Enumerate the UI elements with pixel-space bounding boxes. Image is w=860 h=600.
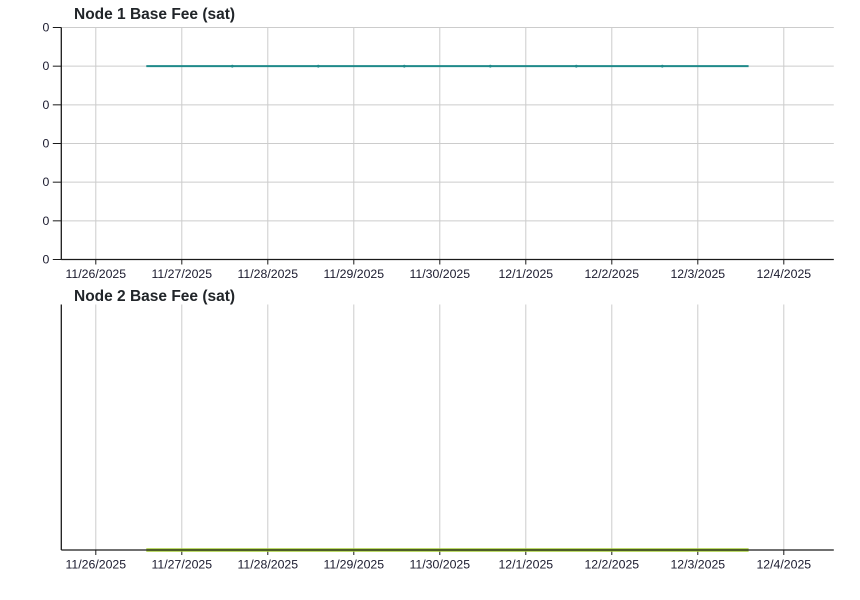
svg-text:0: 0 bbox=[42, 98, 49, 112]
svg-text:12/3/2025: 12/3/2025 bbox=[670, 558, 725, 572]
svg-text:11/26/2025: 11/26/2025 bbox=[65, 267, 126, 281]
svg-text:0: 0 bbox=[42, 175, 49, 189]
svg-text:12/4/2025: 12/4/2025 bbox=[756, 267, 811, 281]
svg-text:0: 0 bbox=[42, 21, 49, 35]
svg-text:0: 0 bbox=[42, 214, 49, 228]
svg-text:11/29/2025: 11/29/2025 bbox=[323, 267, 384, 281]
svg-text:12/2/2025: 12/2/2025 bbox=[584, 267, 639, 281]
svg-text:11/27/2025: 11/27/2025 bbox=[151, 558, 212, 572]
svg-text:0: 0 bbox=[42, 253, 49, 267]
svg-text:11/28/2025: 11/28/2025 bbox=[237, 267, 298, 281]
svg-text:11/30/2025: 11/30/2025 bbox=[409, 267, 470, 281]
svg-text:12/4/2025: 12/4/2025 bbox=[756, 558, 811, 572]
svg-text:11/26/2025: 11/26/2025 bbox=[65, 558, 126, 572]
svg-text:11/30/2025: 11/30/2025 bbox=[409, 558, 470, 572]
svg-text:0: 0 bbox=[42, 137, 49, 151]
svg-text:11/29/2025: 11/29/2025 bbox=[323, 558, 384, 572]
svg-text:11/28/2025: 11/28/2025 bbox=[237, 558, 298, 572]
svg-text:12/3/2025: 12/3/2025 bbox=[670, 267, 725, 281]
svg-text:12/1/2025: 12/1/2025 bbox=[498, 558, 553, 572]
svg-text:0: 0 bbox=[42, 59, 49, 73]
svg-text:11/27/2025: 11/27/2025 bbox=[151, 267, 212, 281]
svg-text:12/2/2025: 12/2/2025 bbox=[584, 558, 639, 572]
svg-text:12/1/2025: 12/1/2025 bbox=[498, 267, 553, 281]
